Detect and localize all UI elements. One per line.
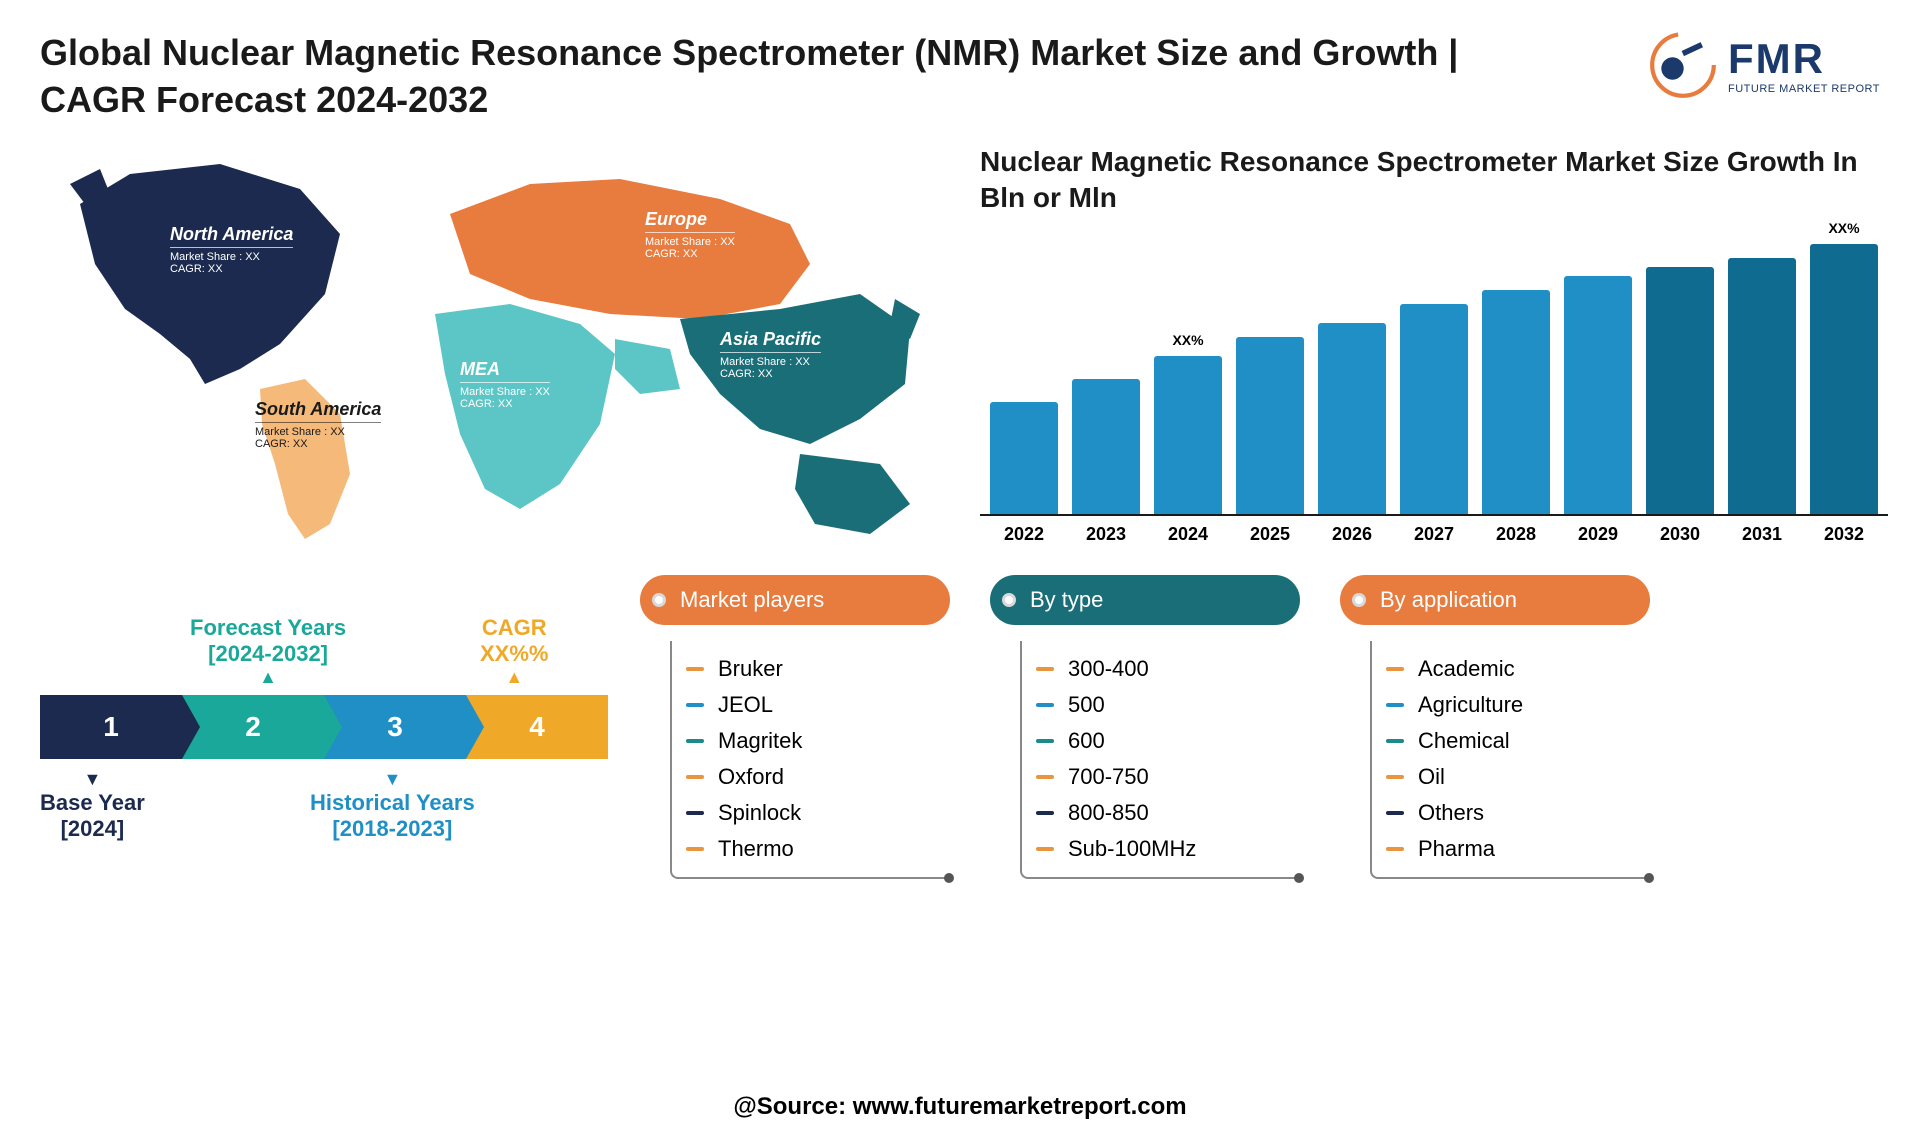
bar-2025	[1236, 337, 1304, 514]
category-item: Others	[1372, 795, 1650, 831]
category-column: Market players BrukerJEOLMagritekOxfordSp…	[640, 575, 950, 879]
category-item: Chemical	[1372, 723, 1650, 759]
category-column: By application AcademicAgricultureChemica…	[1340, 575, 1650, 879]
bar-chart: Nuclear Magnetic Resonance Spectrometer …	[980, 144, 1888, 546]
category-header: By type	[990, 575, 1300, 625]
region-mea-name: MEA	[460, 359, 550, 383]
xaxis-label: 2024	[1154, 524, 1222, 545]
category-item: 500	[1022, 687, 1300, 723]
bar-label: XX%	[1172, 332, 1203, 348]
xaxis-label: 2023	[1072, 524, 1140, 545]
category-item: 600	[1022, 723, 1300, 759]
world-map: North America Market Share : XX CAGR: XX…	[40, 144, 940, 544]
category-item: Agriculture	[1372, 687, 1650, 723]
region-sa-share: Market Share : XX	[255, 426, 381, 438]
source-text: @Source: www.futuremarketreport.com	[733, 1093, 1186, 1121]
xaxis-label: 2030	[1646, 524, 1714, 545]
category-item: 800-850	[1022, 795, 1300, 831]
fmr-logo: FMR FUTURE MARKET REPORT	[1648, 30, 1880, 100]
region-sa-name: South America	[255, 399, 381, 423]
timeline-seg-3: 3	[324, 695, 466, 759]
timeline-seg-2: 2	[182, 695, 324, 759]
bar-2028	[1482, 290, 1550, 514]
category-item: Oil	[1372, 759, 1650, 795]
xaxis-label: 2028	[1482, 524, 1550, 545]
bar-2026	[1318, 323, 1386, 514]
xaxis-label: 2031	[1728, 524, 1796, 545]
region-eu-cagr: CAGR: XX	[645, 248, 735, 260]
category-header: Market players	[640, 575, 950, 625]
category-header: By application	[1340, 575, 1650, 625]
timeline-label: ▼Historical Years[2018-2023]	[310, 769, 475, 842]
region-eu-name: Europe	[645, 209, 735, 233]
category-list: 300-400500600700-750800-850Sub-100MHz	[1020, 641, 1300, 879]
category-item: Thermo	[672, 831, 950, 867]
logo-text: FMR	[1728, 35, 1880, 83]
timeline: Forecast Years[2024-2032]▲ CAGRXX%%▲ 1234…	[40, 575, 610, 859]
xaxis-label: 2029	[1564, 524, 1632, 545]
category-item: Bruker	[672, 651, 950, 687]
region-sa-cagr: CAGR: XX	[255, 438, 381, 450]
category-item: Academic	[1372, 651, 1650, 687]
timeline-seg-4: 4	[466, 695, 608, 759]
bar-2032: XX%	[1810, 244, 1878, 515]
xaxis-label: 2022	[990, 524, 1058, 545]
bar-2030	[1646, 267, 1714, 514]
category-item: Spinlock	[672, 795, 950, 831]
category-item: 700-750	[1022, 759, 1300, 795]
bar-label: XX%	[1828, 220, 1859, 236]
region-eu-share: Market Share : XX	[645, 236, 735, 248]
xaxis-label: 2026	[1318, 524, 1386, 545]
timeline-seg-1: 1	[40, 695, 182, 759]
category-list: BrukerJEOLMagritekOxfordSpinlockThermo	[670, 641, 950, 879]
xaxis-label: 2027	[1400, 524, 1468, 545]
region-ap-share: Market Share : XX	[720, 356, 821, 368]
category-item: JEOL	[672, 687, 950, 723]
bar-2022	[990, 402, 1058, 514]
region-mea-cagr: CAGR: XX	[460, 398, 550, 410]
region-eu	[450, 179, 810, 319]
logo-subtext: FUTURE MARKET REPORT	[1728, 83, 1880, 95]
region-na-name: North America	[170, 224, 293, 248]
page-title: Global Nuclear Magnetic Resonance Spectr…	[40, 30, 1490, 124]
timeline-label: ▼Base Year[2024]	[40, 769, 145, 842]
bar-2029	[1564, 276, 1632, 514]
region-na-cagr: CAGR: XX	[170, 263, 293, 275]
category-item: 300-400	[1022, 651, 1300, 687]
region-na-share: Market Share : XX	[170, 251, 293, 263]
xaxis-label: 2032	[1810, 524, 1878, 545]
category-list: AcademicAgricultureChemicalOilOthersPhar…	[1370, 641, 1650, 879]
timeline-label: CAGRXX%%▲	[480, 615, 548, 688]
category-column: By type 300-400500600700-750800-850Sub-10…	[990, 575, 1300, 879]
bar-2023	[1072, 379, 1140, 514]
bar-2027	[1400, 304, 1468, 514]
category-item: Sub-100MHz	[1022, 831, 1300, 867]
region-ap-name: Asia Pacific	[720, 329, 821, 353]
timeline-label: Forecast Years[2024-2032]▲	[190, 615, 346, 688]
xaxis-label: 2025	[1236, 524, 1304, 545]
category-item: Pharma	[1372, 831, 1650, 867]
category-item: Oxford	[672, 759, 950, 795]
bar-2024: XX%	[1154, 356, 1222, 515]
chart-title: Nuclear Magnetic Resonance Spectrometer …	[980, 144, 1888, 217]
region-mea-share: Market Share : XX	[460, 386, 550, 398]
region-ap-cagr: CAGR: XX	[720, 368, 821, 380]
logo-icon	[1648, 30, 1718, 100]
bar-2031	[1728, 258, 1796, 515]
category-item: Magritek	[672, 723, 950, 759]
